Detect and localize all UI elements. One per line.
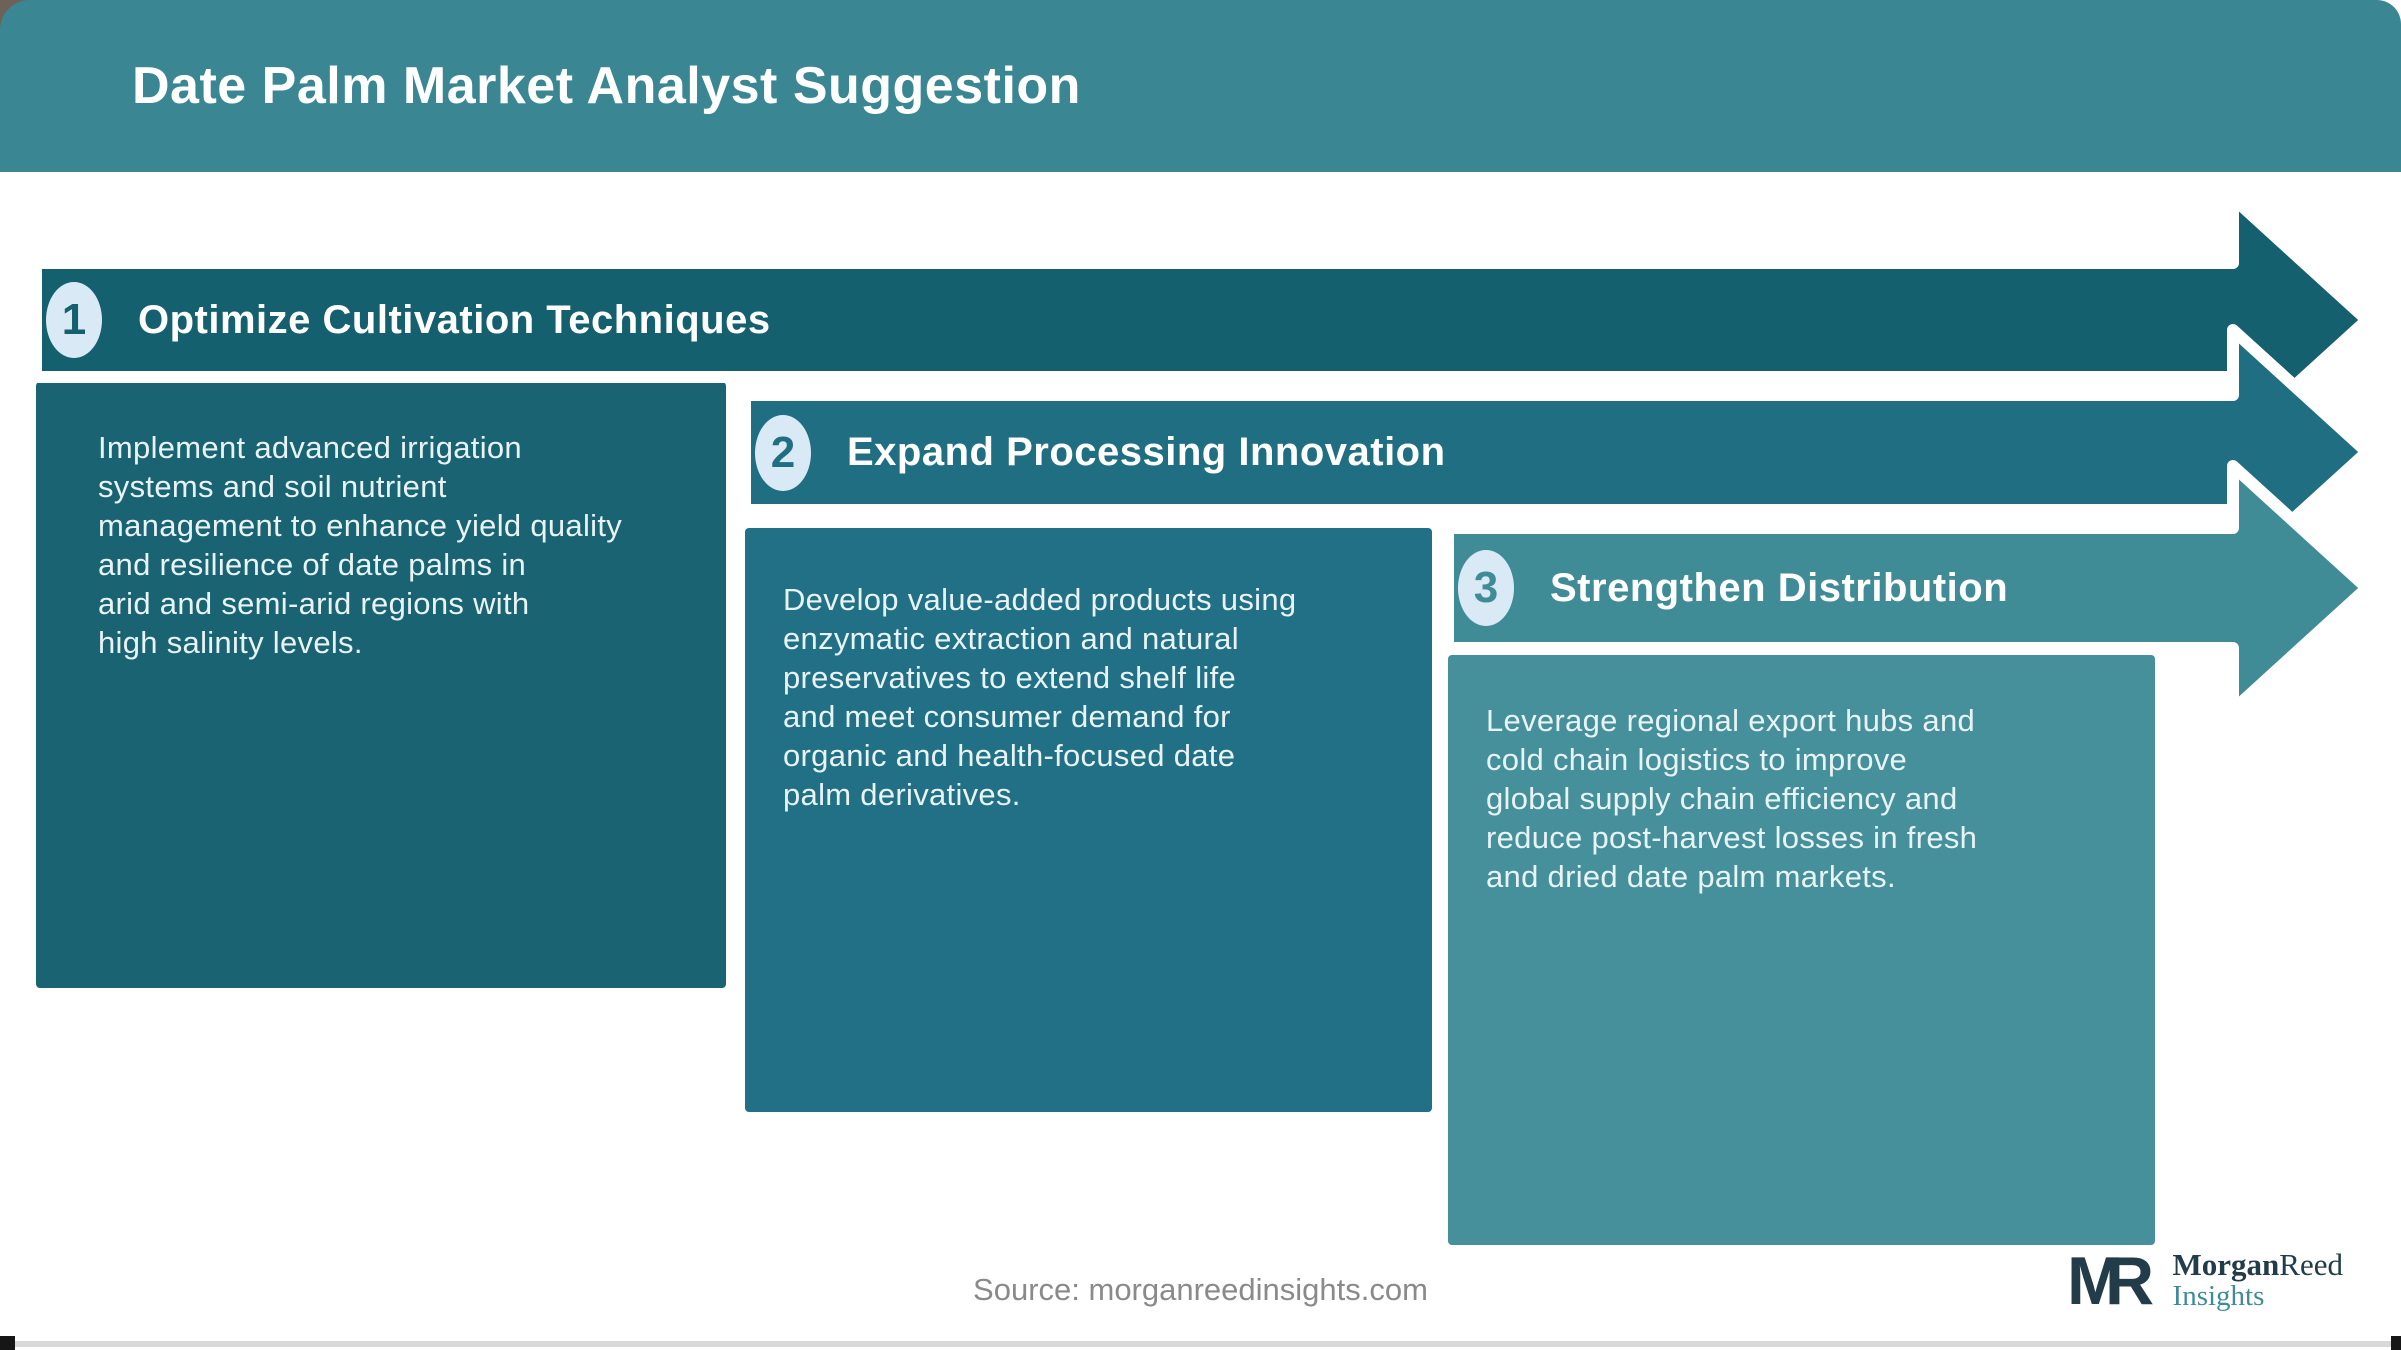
- step3-body-text: Leverage regional export hubs and cold c…: [1486, 703, 1978, 894]
- step2-arrow-shape: [739, 324, 2373, 580]
- step3-detail-box: Leverage regional export hubs and cold c…: [1448, 655, 2155, 1245]
- step2-detail-box: Develop value-added products using enzym…: [745, 528, 1432, 1112]
- source-text: Source: morganreedinsights.com: [973, 1272, 1428, 1307]
- mr-monogram-icon: M R: [2067, 1248, 2154, 1312]
- step1-heading: Optimize Cultivation Techniques: [138, 297, 771, 342]
- step1-number-badge: 1: [46, 282, 102, 358]
- step1-arrow-path: [30, 192, 2373, 448]
- step1-detail-box: Implement advanced irrigation systems an…: [36, 382, 726, 988]
- step1-arrow-shape: [30, 192, 2373, 448]
- step3-arrow-shape: [1442, 460, 2373, 716]
- step2-arrow-path: [739, 324, 2373, 580]
- step3-heading: Strengthen Distribution: [1550, 565, 2009, 610]
- brand-logo-text: MorganReed Insights: [2172, 1246, 2343, 1313]
- step2-body-text: Develop value-added products using enzym…: [783, 582, 1297, 812]
- page-title: Date Palm Market Analyst Suggestion: [132, 57, 1081, 115]
- step2-heading: Expand Processing Innovation: [847, 430, 1446, 474]
- step3-number-badge: 3: [1458, 550, 1514, 626]
- brand-name: MorganReed: [2172, 1246, 2343, 1282]
- svg-text:M: M: [2067, 1248, 2124, 1312]
- step3-arrow-path: [1442, 460, 2373, 716]
- step3-banner: 3 Strengthen Distribution: [1448, 528, 2228, 648]
- title-bar: Date Palm Market Analyst Suggestion: [0, 0, 2401, 172]
- scrollbar-left-endcap: [0, 1336, 15, 1350]
- step1-banner: 1 Optimize Cultivation Techniques: [36, 263, 2226, 377]
- step2-banner: 2 Expand Processing Innovation: [745, 395, 2225, 510]
- brand-name-primary: Morgan: [2172, 1246, 2280, 1282]
- step2-number-badge: 2: [755, 414, 811, 491]
- step1-body-text: Implement advanced irrigation systems an…: [98, 430, 623, 660]
- horizontal-scrollbar[interactable]: [0, 1341, 2401, 1347]
- brand-logo: M R MorganReed Insights: [2067, 1248, 2343, 1312]
- scrollbar-right-endcap: [2391, 1336, 2401, 1350]
- brand-tagline: Insights: [2172, 1280, 2265, 1313]
- brand-name-secondary: Reed: [2279, 1246, 2343, 1282]
- svg-text:R: R: [2105, 1248, 2154, 1312]
